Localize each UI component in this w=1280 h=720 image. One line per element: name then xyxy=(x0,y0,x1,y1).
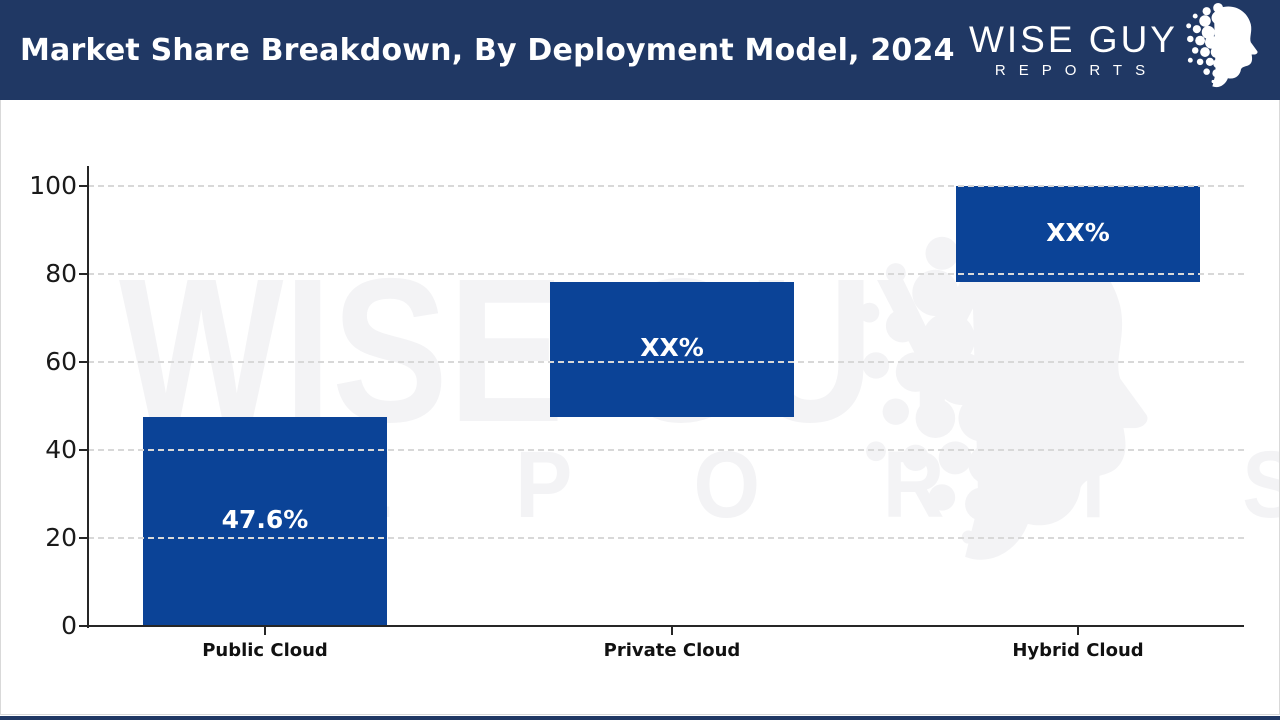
x-tick-1 xyxy=(671,627,673,635)
y-tick-label-40: 40 xyxy=(45,435,77,464)
logo-text: WISE GUY REPORTS xyxy=(969,21,1178,79)
y-tick-0 xyxy=(79,625,87,627)
y-tick-60 xyxy=(79,361,87,363)
x-tick-0 xyxy=(264,627,266,635)
y-tick-80 xyxy=(79,273,87,275)
chart-panel: WISE GUY R E P O R T S 0 20 40 60 80 100 47.6%… xyxy=(0,100,1280,715)
y-tick-label-60: 60 xyxy=(45,347,77,376)
y-tick-label-20: 20 xyxy=(45,523,77,552)
y-tick-100 xyxy=(79,185,87,187)
category-label-2: Hybrid Cloud xyxy=(1012,640,1144,661)
gridline-y80 xyxy=(88,273,1244,275)
x-tick-2 xyxy=(1077,627,1079,635)
y-tick-label-80: 80 xyxy=(45,259,77,288)
y-tick-label-100: 100 xyxy=(29,171,77,200)
bar-private-cloud xyxy=(550,282,794,417)
category-label-0: Public Cloud xyxy=(202,640,328,661)
y-axis-line xyxy=(87,166,89,628)
bar-value-label: XX% xyxy=(640,333,704,363)
plot-area: 0 20 40 60 80 100 47.6% Public Cloud XX% Private … xyxy=(1,100,1279,714)
wise-guy-reports-logo: WISE GUY REPORTS xyxy=(969,3,1266,97)
logo-subtitle: REPORTS xyxy=(994,62,1159,79)
y-tick-label-0: 0 xyxy=(61,611,77,640)
header-banner: Market Share Breakdown, By Deployment Mo… xyxy=(0,0,1280,100)
logo-wordmark: WISE GUY xyxy=(968,19,1178,60)
bar-value-label: XX% xyxy=(1046,218,1110,248)
gridline-y60 xyxy=(88,361,1244,363)
x-axis-line xyxy=(87,625,1244,627)
category-label-1: Private Cloud xyxy=(603,640,741,661)
y-tick-40 xyxy=(79,449,87,451)
bar-public-cloud xyxy=(143,416,387,626)
footer-bar xyxy=(0,716,1280,720)
bar-value-label: 47.6% xyxy=(221,505,309,535)
gridline-y20 xyxy=(88,537,1244,539)
logo-head-icon xyxy=(1180,3,1266,97)
gridline-y100 xyxy=(88,185,1244,187)
gridline-y40 xyxy=(88,449,1244,451)
chart-title: Market Share Breakdown, By Deployment Mo… xyxy=(20,32,955,68)
y-tick-20 xyxy=(79,537,87,539)
